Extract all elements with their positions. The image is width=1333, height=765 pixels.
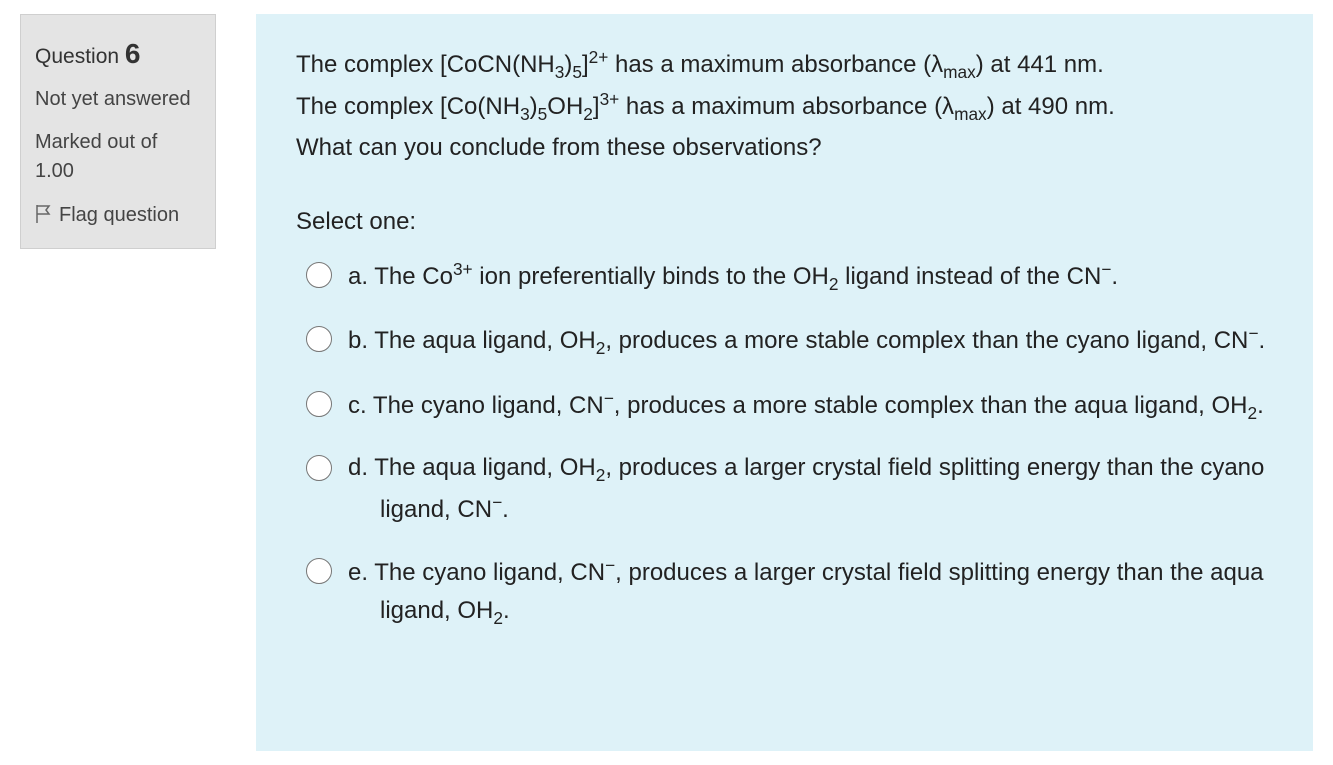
- question-line-2: The complex [Co(NH3)5OH2]3+ has a maximu…: [296, 86, 1273, 128]
- flag-question-link[interactable]: Flag question: [35, 200, 201, 230]
- flag-label: Flag question: [59, 200, 179, 230]
- question-label: Question: [35, 45, 119, 68]
- option-b-radio[interactable]: [306, 326, 332, 352]
- option-a[interactable]: a. The Co3+ ion preferentially binds to …: [296, 256, 1273, 298]
- question-line-3: What can you conclude from these observa…: [296, 129, 1273, 167]
- option-d-radio[interactable]: [306, 455, 332, 481]
- question-marks: Marked out of 1.00: [35, 128, 201, 186]
- question-number: 6: [125, 38, 141, 69]
- option-e[interactable]: e. The cyano ligand, CN−, produces a lar…: [296, 552, 1273, 633]
- question-info-panel: Question 6 Not yet answered Marked out o…: [20, 14, 216, 249]
- question-heading: Question 6: [35, 33, 201, 75]
- question-status: Not yet answered: [35, 85, 201, 114]
- option-c[interactable]: c. The cyano ligand, CN−, produces a mor…: [296, 385, 1273, 427]
- option-d[interactable]: d. The aqua ligand, OH2, produces a larg…: [296, 449, 1273, 530]
- option-a-radio[interactable]: [306, 262, 332, 288]
- option-a-text: a. The Co3+ ion preferentially binds to …: [348, 256, 1273, 298]
- option-e-text: e. The cyano ligand, CN−, produces a lar…: [348, 552, 1273, 633]
- answer-options: a. The Co3+ ion preferentially binds to …: [296, 256, 1273, 633]
- question-text: The complex [CoCN(NH3)5]2+ has a maximum…: [296, 44, 1273, 167]
- option-c-radio[interactable]: [306, 391, 332, 417]
- select-one-label: Select one:: [296, 203, 1273, 241]
- option-d-text: d. The aqua ligand, OH2, produces a larg…: [348, 449, 1273, 530]
- option-b-text: b. The aqua ligand, OH2, produces a more…: [348, 320, 1273, 362]
- question-line-1: The complex [CoCN(NH3)5]2+ has a maximum…: [296, 44, 1273, 86]
- option-e-radio[interactable]: [306, 558, 332, 584]
- question-content-panel: The complex [CoCN(NH3)5]2+ has a maximum…: [256, 14, 1313, 751]
- flag-icon: [35, 204, 53, 224]
- option-b[interactable]: b. The aqua ligand, OH2, produces a more…: [296, 320, 1273, 362]
- option-c-text: c. The cyano ligand, CN−, produces a mor…: [348, 385, 1273, 427]
